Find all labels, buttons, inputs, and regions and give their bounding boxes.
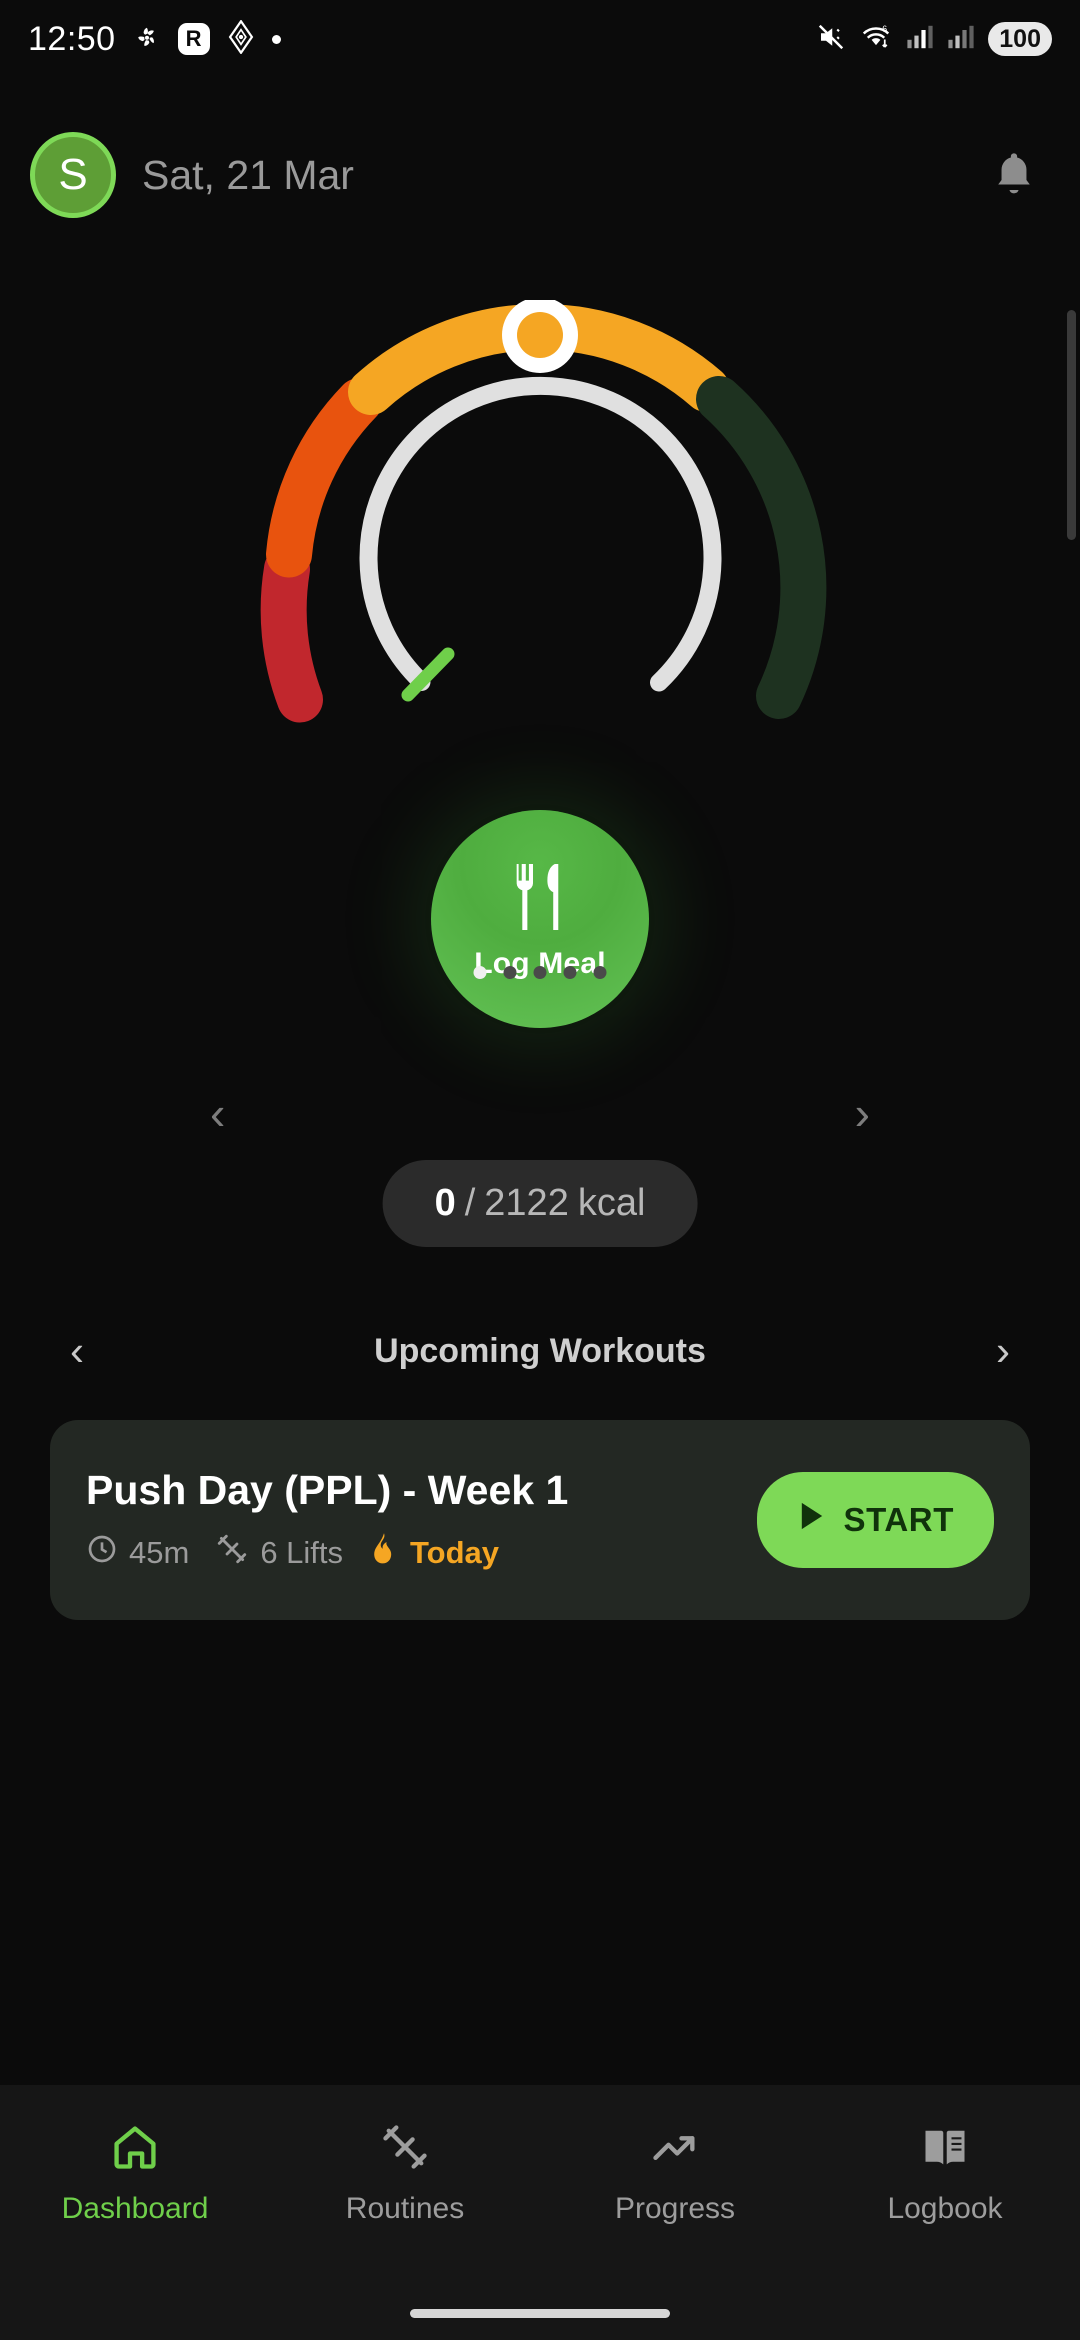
avatar-initial: S [58,150,88,199]
upcoming-workouts-title: Upcoming Workouts [374,1331,706,1370]
flame-icon [369,1532,399,1574]
mute-icon [816,22,846,57]
gauge-segment-target [696,376,827,719]
workout-today-badge: Today [369,1532,499,1574]
calories-goal: 2122 [484,1182,569,1224]
workout-meta: 45m 6 Lifts Today [86,1532,757,1574]
upcoming-prev-arrow[interactable]: ‹ [70,1327,84,1374]
gauge-segment-warn-low [266,378,383,578]
log-meal-button[interactable]: Log Meal [431,810,649,1028]
start-label: START [843,1501,954,1538]
calories-current: 0 [434,1182,456,1224]
dumbbell-icon [215,1532,249,1574]
nav-label-routines: Routines [345,2192,465,2225]
nav-label-logbook: Logbook [887,2192,1003,2225]
carousel-dot[interactable] [533,966,547,979]
workout-title: Push Day (PPL) - Week 1 [86,1466,569,1513]
gauge-svg [260,300,827,723]
workout-duration-label: 45m [129,1534,190,1570]
battery-indicator: 100 [988,21,1052,57]
upcoming-workouts-header: ‹ Upcoming Workouts › [0,1330,1080,1372]
gauge-inner-track [359,376,722,692]
nav-item-logbook[interactable]: Logbook [810,2121,1080,2226]
nav-item-dashboard[interactable]: Dashboard [0,2121,270,2226]
clock-icon [86,1533,118,1573]
workout-lifts: 6 Lifts [215,1532,343,1574]
upcoming-next-arrow[interactable]: › [995,1327,1010,1374]
avatar[interactable]: S [30,132,116,218]
calorie-summary-pill: 0 / 2122 kcal [382,1160,698,1247]
calorie-gauge[interactable]: Log Meal ‹ › [0,300,1080,1136]
workout-lifts-label: 6 Lifts [260,1534,344,1570]
svg-text:6: 6 [883,24,888,34]
workout-duration: 45m [86,1533,189,1573]
signal-1-icon [906,23,934,56]
nav-item-routines[interactable]: Routines [270,2121,540,2226]
workout-card-info: Push Day (PPL) - Week 1 45m [86,1467,757,1574]
gauge-knob-center [517,312,563,358]
bottom-navigation: Dashboard Routines Progress [0,2085,1080,2340]
dot-icon [271,34,281,44]
status-bar: 12:50 R [0,0,1080,78]
trending-up-icon [649,2121,701,2178]
gauge-segment-danger-low [260,546,323,723]
r-app-icon: R [177,23,210,55]
carousel-dot[interactable] [503,966,517,979]
diamond-icon [226,18,256,59]
fan-icon [132,22,162,57]
workout-card[interactable]: Push Day (PPL) - Week 1 45m [50,1420,1030,1620]
carousel-dot[interactable] [593,966,607,979]
gauge-prev-arrow[interactable]: ‹ [210,1087,226,1139]
gauge-next-arrow[interactable]: › [854,1087,870,1139]
gauge-needle [401,647,455,702]
fork-knife-icon [505,858,575,941]
app-header: S Sat, 21 Mar [0,120,1080,230]
nav-item-progress[interactable]: Progress [540,2121,810,2226]
wifi-icon: 6 [859,22,893,57]
status-bar-right: 6 100 [816,21,1052,57]
header-date: Sat, 21 Mar [142,151,354,198]
book-icon [919,2121,971,2178]
status-bar-left: 12:50 R [28,18,281,59]
calories-separator: / [464,1182,476,1224]
carousel-dot[interactable] [563,966,577,979]
notification-bell-icon[interactable] [978,139,1050,211]
calories-unit: kcal [577,1182,646,1224]
start-workout-button[interactable]: START [757,1472,994,1568]
signal-2-icon [947,23,975,56]
carousel-dot[interactable] [473,966,487,979]
home-icon [109,2121,161,2178]
home-indicator[interactable] [410,2309,670,2318]
dumbbell-icon [379,2121,431,2178]
status-time: 12:50 [28,19,116,58]
nav-label-progress: Progress [614,2192,736,2225]
scrollbar[interactable] [1067,310,1076,540]
nav-label-dashboard: Dashboard [61,2192,209,2225]
carousel-dots[interactable] [473,966,607,979]
play-icon [797,1500,827,1540]
workout-today-label: Today [410,1534,500,1570]
